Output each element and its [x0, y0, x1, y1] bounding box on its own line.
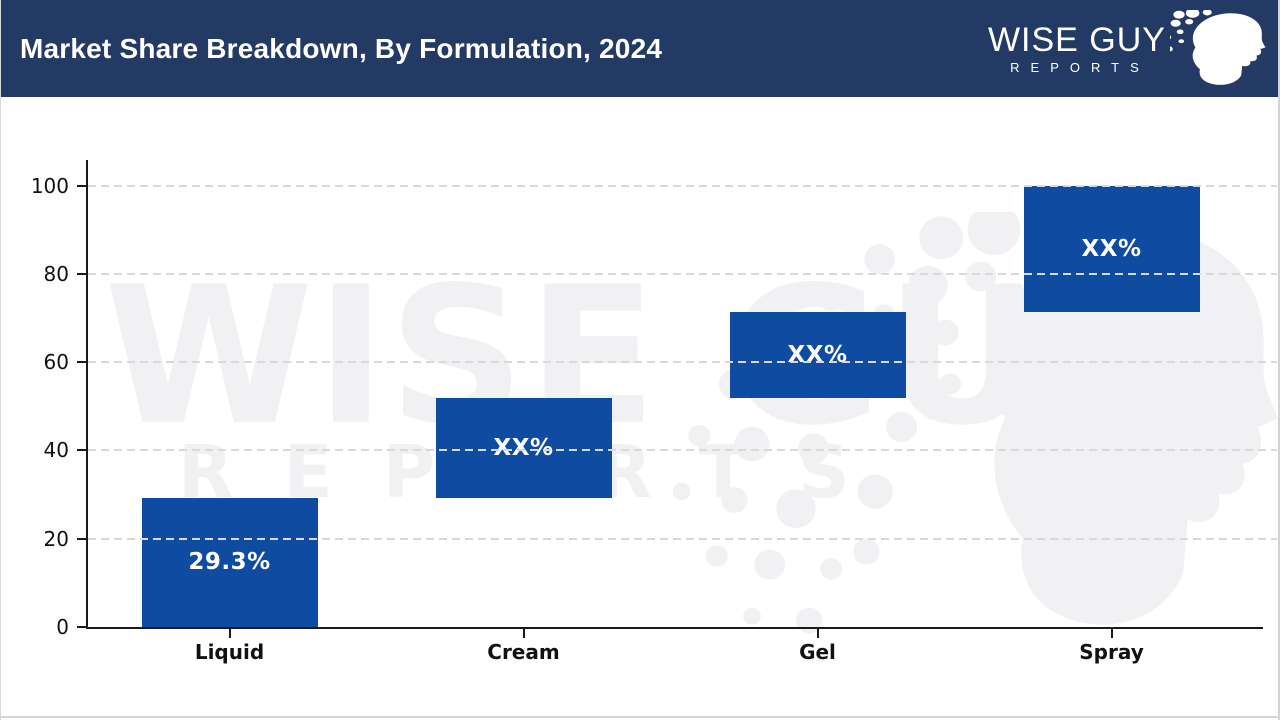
bar-liquid: 29.3% [141, 497, 318, 627]
y-tick-mark-40 [77, 449, 86, 452]
bar-label-cream: XX% [493, 434, 554, 461]
y-tick-label-20: 20 [43, 526, 69, 551]
gridline-y80 [88, 272, 1277, 275]
header-bar: Market Share Breakdown, By Formulation, … [0, 0, 1280, 97]
x-tick-mark-liquid [228, 629, 231, 638]
x-tick-label-spray: Spray [1079, 640, 1144, 664]
y-tick-label-80: 80 [43, 261, 69, 286]
y-tick-mark-80 [77, 272, 86, 275]
gridline-y60 [88, 361, 1277, 364]
bottom-divider-line [0, 716, 1280, 718]
x-tick-label-liquid: Liquid [194, 640, 265, 664]
gridline-y20 [88, 537, 1277, 540]
x-axis-line [86, 627, 1263, 629]
logo-wiseguy-text: WISE GUY [987, 20, 1166, 59]
bar-spray: XX% [1023, 185, 1200, 313]
gridline-y100 [88, 184, 1277, 187]
bar-cream: XX% [435, 397, 612, 498]
y-tick-mark-60 [77, 361, 86, 364]
x-tick-mark-spray [1110, 629, 1113, 638]
x-tick-mark-gel [816, 629, 819, 638]
chart-title: Market Share Breakdown, By Formulation, … [20, 32, 663, 64]
logo-text: WISE GUY REPORTS [988, 23, 1166, 75]
wise-guy-reports-logo: WISE GUY REPORTS [988, 0, 1266, 97]
y-tick-mark-20 [77, 537, 86, 540]
x-tick-label-cream: Cream [487, 640, 560, 664]
bar-label-spray: XX% [1081, 236, 1142, 262]
y-tick-mark-100 [77, 184, 86, 187]
y-tick-label-0: 0 [56, 615, 69, 639]
logo-reports-text: REPORTS [1010, 59, 1150, 75]
y-tick-mark-0 [77, 626, 86, 628]
bar-gel: XX% [729, 312, 906, 398]
y-tick-label-40: 40 [43, 438, 69, 463]
bar-label-gel: XX% [787, 342, 848, 369]
x-tick-mark-cream [522, 629, 525, 638]
x-tick-label-gel: Gel [799, 640, 836, 664]
bar-label-liquid: 29.3% [188, 549, 271, 576]
y-tick-label-100: 100 [30, 173, 69, 198]
gridline-y40 [88, 449, 1277, 452]
logo-face-icon [1170, 9, 1266, 86]
y-axis-line [86, 160, 88, 629]
y-tick-label-60: 60 [43, 350, 69, 375]
